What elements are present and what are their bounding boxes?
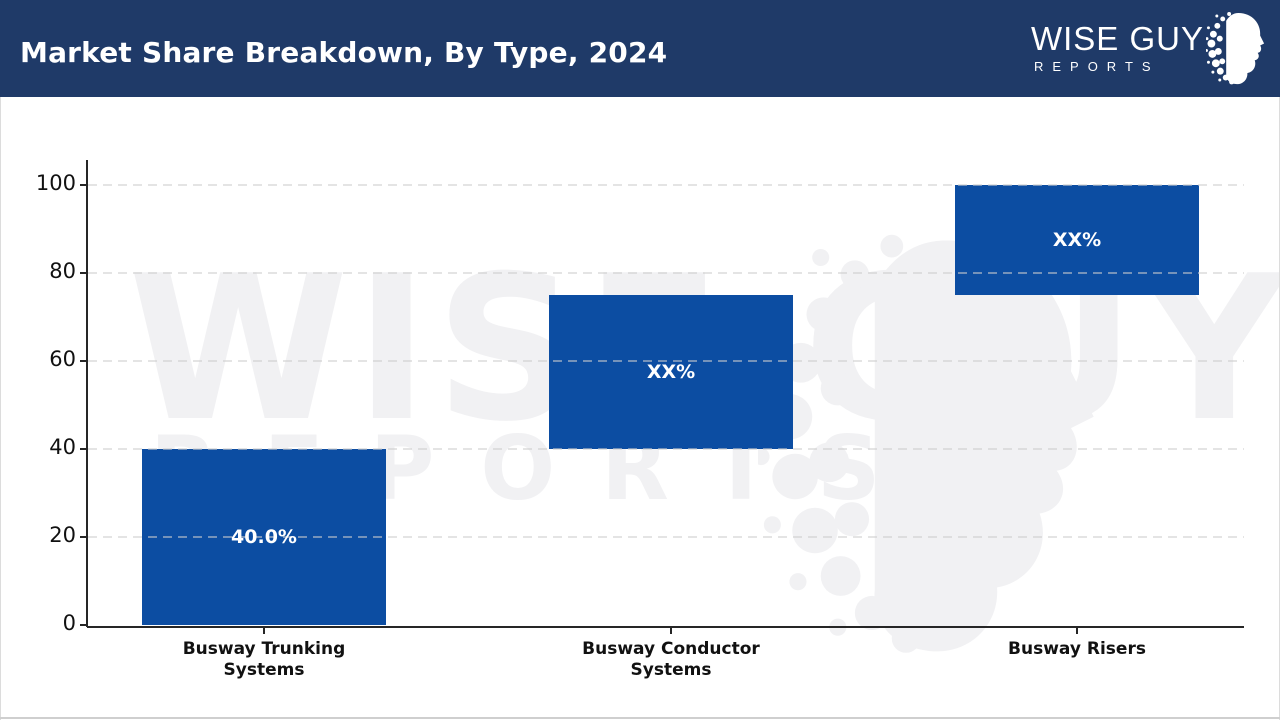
x-tick-mark [263,628,265,634]
x-tick-mark [1076,628,1078,634]
logo-subtitle: REPORTS [1033,58,1160,74]
y-tick-mark [80,272,87,274]
logo-wordmark: WISE GUY [1030,19,1204,57]
y-tick-mark [80,624,87,626]
gridline [88,184,1244,186]
bar [549,295,793,449]
y-tick-mark [80,360,87,362]
logo-face-icon [1206,12,1265,85]
y-tick-label: 80 [49,259,76,283]
gridline [88,448,1244,450]
x-category-label: Busway Conductor Systems [582,639,760,680]
page-title: Market Share Breakdown, By Type, 2024 [20,36,668,69]
y-tick-mark [80,184,87,186]
y-tick-label: 0 [62,611,76,635]
y-tick-mark [80,448,87,450]
y-axis-line [86,160,88,627]
x-tick-mark [670,628,672,634]
x-category-label: Busway Trunking Systems [182,639,346,680]
bar [955,185,1199,295]
brand-logo-text: WISE GUY REPORTS [1030,19,1204,74]
y-tick-label: 20 [49,523,76,547]
gridline [88,272,1244,274]
bar-value-label: XX% [1052,229,1102,251]
gridline [88,360,1244,362]
left-border-line [0,97,1,720]
y-tick-label: 40 [49,435,76,459]
y-tick-label: 100 [35,171,76,195]
header-bar: Market Share Breakdown, By Type, 2024 WI… [0,0,1280,97]
bottom-border-line [0,717,1280,719]
bar-value-label: XX% [646,361,696,383]
gridline [88,536,1244,538]
brand-logo: WISE GUY REPORTS [1031,8,1270,87]
x-category-label: Busway Risers [1008,639,1146,659]
bar-value-label: 40.0% [231,526,297,548]
y-tick-mark [80,536,87,538]
y-tick-label: 60 [49,347,76,371]
x-axis-line [87,626,1244,628]
